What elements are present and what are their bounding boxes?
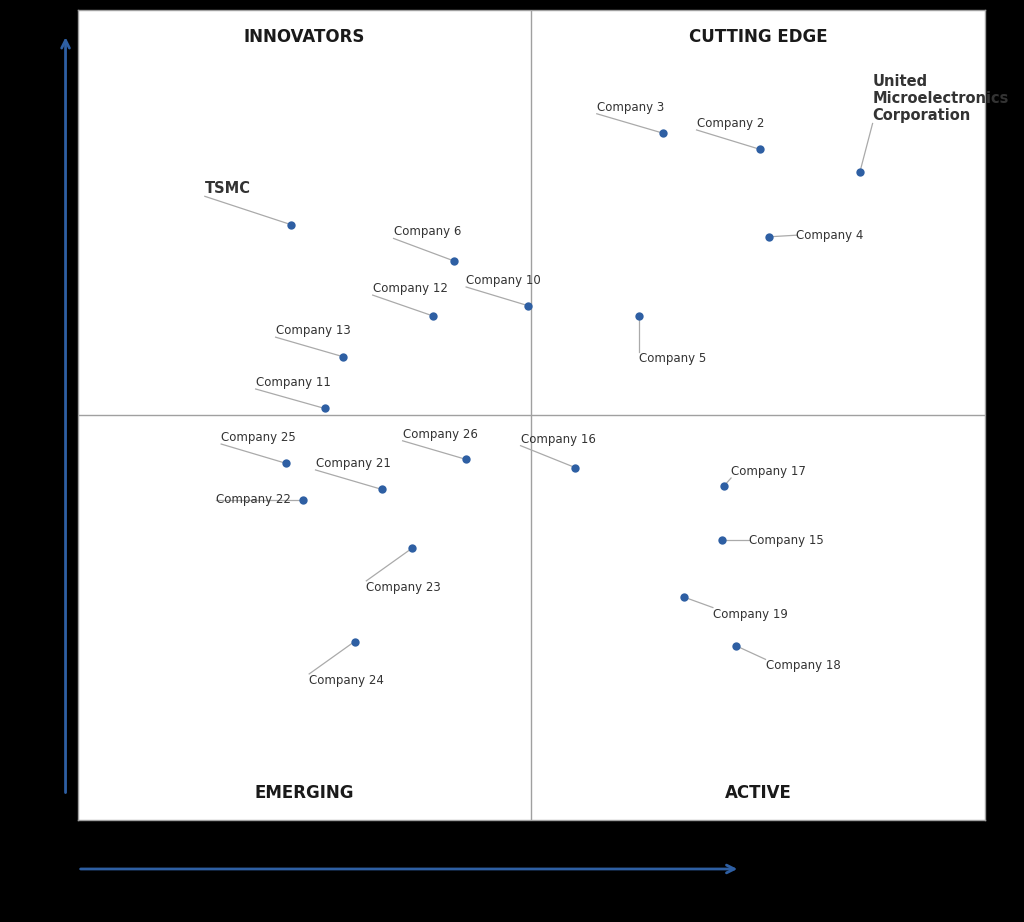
Text: Company 18: Company 18	[766, 659, 841, 672]
Text: Company 26: Company 26	[402, 428, 477, 441]
Text: TSMC: TSMC	[205, 182, 251, 196]
Text: Company 24: Company 24	[309, 674, 384, 687]
Text: Company 25: Company 25	[221, 431, 296, 444]
Text: Company 15: Company 15	[750, 534, 824, 547]
Text: INNOVATORS: INNOVATORS	[244, 28, 366, 46]
Text: Company 3: Company 3	[597, 100, 664, 113]
Text: ACTIVE: ACTIVE	[725, 784, 792, 802]
Text: Company 5: Company 5	[639, 352, 706, 365]
Text: Company 16: Company 16	[520, 432, 595, 445]
Text: BUSINESS STRATEGY: BUSINESS STRATEGY	[168, 880, 346, 895]
Text: Company 23: Company 23	[367, 581, 441, 594]
Text: PRODUCT STRATEGY: PRODUCT STRATEGY	[23, 373, 37, 549]
Text: Company 22: Company 22	[216, 493, 291, 506]
Text: Company 4: Company 4	[797, 229, 864, 242]
Text: Company 12: Company 12	[373, 282, 447, 295]
Text: United
Microelectronics
Corporation: United Microelectronics Corporation	[872, 74, 1009, 124]
Text: Company 10: Company 10	[466, 274, 541, 287]
Text: Company 21: Company 21	[315, 457, 390, 470]
Text: Company 6: Company 6	[393, 225, 461, 239]
Text: Company 11: Company 11	[256, 376, 331, 389]
Text: Company 19: Company 19	[713, 608, 787, 621]
Text: Company 2: Company 2	[696, 117, 764, 130]
Text: EMERGING: EMERGING	[255, 784, 354, 802]
Text: Company 13: Company 13	[275, 325, 350, 337]
Text: Company 17: Company 17	[731, 465, 806, 478]
Text: CUTTING EDGE: CUTTING EDGE	[689, 28, 827, 46]
